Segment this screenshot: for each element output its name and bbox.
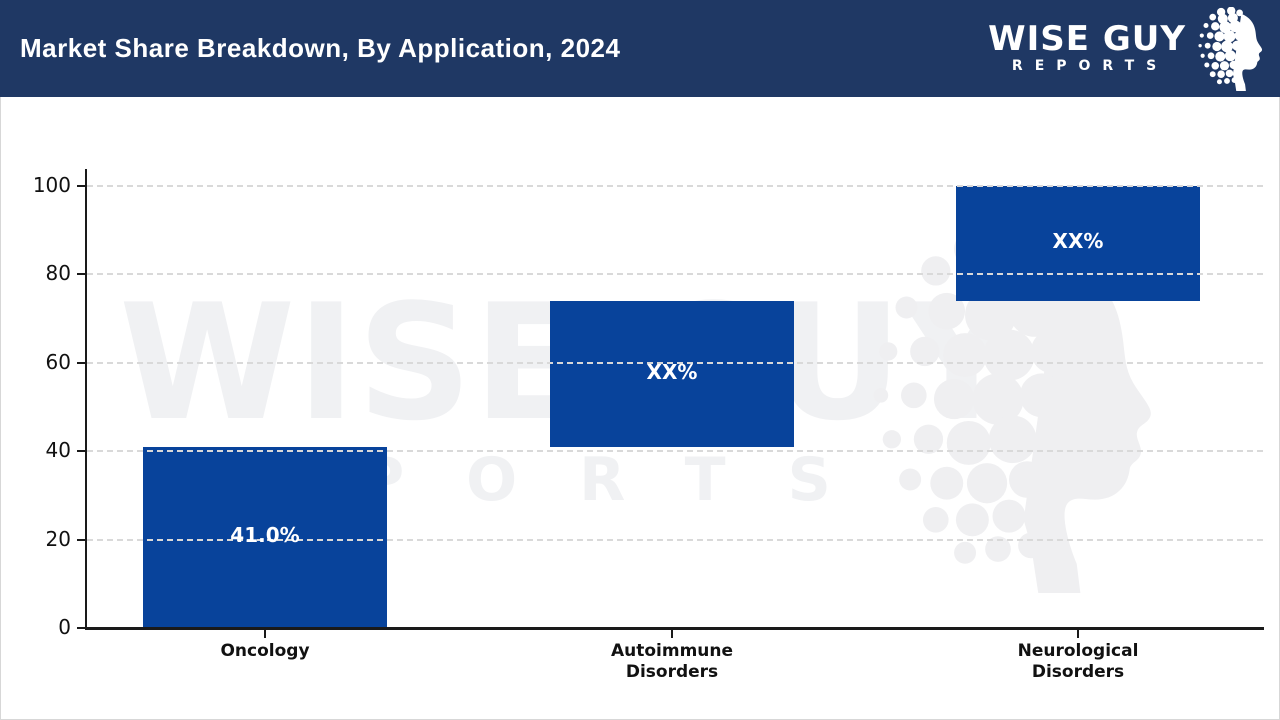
y-tick-mark (77, 273, 85, 276)
header-bar: Market Share Breakdown, By Application, … (0, 0, 1280, 97)
y-tick-label: 100 (32, 173, 71, 197)
category-label: Neurological Disorders (1017, 641, 1139, 683)
x-axis-line (85, 627, 1264, 630)
chart-title: Market Share Breakdown, By Application, … (20, 33, 621, 63)
y-tick-label: 40 (45, 438, 71, 463)
y-tick-label: 60 (45, 349, 71, 374)
category-label: Autoimmune Disorders (610, 641, 734, 683)
gridline (87, 450, 1263, 453)
y-tick-mark (77, 185, 85, 187)
y-tick-mark (77, 538, 85, 541)
y-tick-mark (77, 450, 85, 453)
y-tick-label: 80 (45, 261, 71, 286)
logo-brand-subtitle: REPORTS (1011, 57, 1169, 74)
bar-value-label: XX% (1052, 229, 1104, 254)
y-tick-mark (77, 627, 85, 629)
gridline (87, 185, 1263, 187)
logo-brand-name: WISE GUY (988, 19, 1186, 60)
category-label: Oncology (220, 641, 310, 661)
x-tick-mark (671, 630, 673, 638)
bar-value-label: XX% (646, 359, 698, 384)
y-tick-mark (77, 361, 85, 364)
gridline (87, 273, 1263, 276)
gridline (87, 538, 1263, 541)
x-tick-mark (1077, 630, 1079, 638)
x-tick-mark (264, 630, 266, 638)
bar-segment (956, 186, 1200, 301)
logo-wordmark: WISE GUY REPORTS (988, 22, 1186, 74)
bar-chart-plot: 41.0% XX% XX% 0 20 40 60 80 100 Oncology Autoimmun… (1, 97, 1280, 720)
y-axis-line (85, 169, 87, 629)
chart-figure: WISE GUY REPORTS 41.0% XX% XX% 0 20 40 60 80 100… (0, 97, 1280, 720)
y-tick-label: 20 (45, 526, 71, 551)
gridline (87, 361, 1263, 364)
bar-segment (550, 300, 794, 447)
bar-value-label: 41.0% (230, 523, 300, 548)
bar-segment (143, 446, 387, 628)
wise-guy-reports-logo: WISE GUY REPORTS (988, 6, 1266, 91)
dotted-head-icon (1198, 6, 1263, 91)
y-tick-label: 0 (58, 615, 71, 639)
